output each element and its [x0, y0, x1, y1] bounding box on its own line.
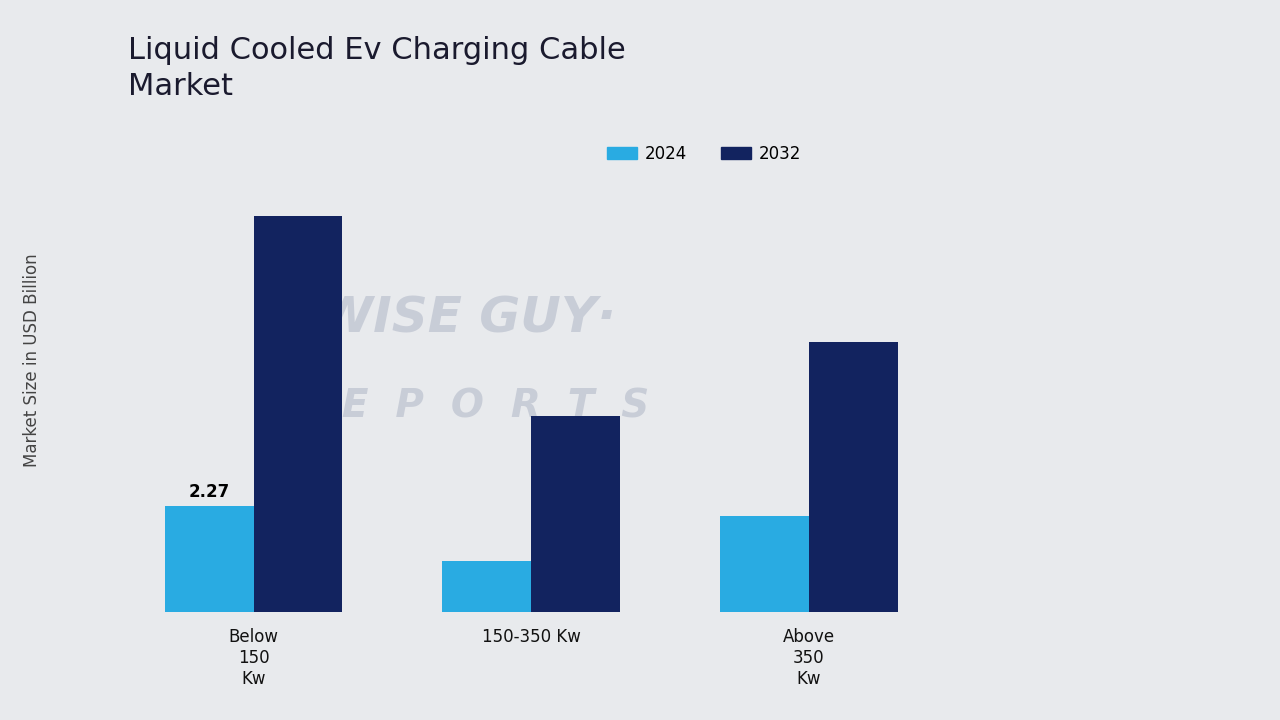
Text: R  E  P  O  R  T  S: R E P O R T S: [284, 387, 649, 426]
Text: Market Size in USD Billion: Market Size in USD Billion: [23, 253, 41, 467]
Bar: [165, 506, 253, 612]
Bar: [253, 216, 342, 612]
Bar: [809, 341, 897, 612]
Text: Liquid Cooled Ev Charging Cable
Market: Liquid Cooled Ev Charging Cable Market: [128, 36, 626, 101]
Text: WISE GUY·: WISE GUY·: [317, 294, 616, 342]
Bar: [443, 561, 531, 612]
Text: 2.27: 2.27: [188, 482, 229, 500]
Legend: 2024, 2032: 2024, 2032: [600, 138, 808, 169]
Bar: [531, 416, 620, 612]
Bar: [721, 516, 809, 612]
